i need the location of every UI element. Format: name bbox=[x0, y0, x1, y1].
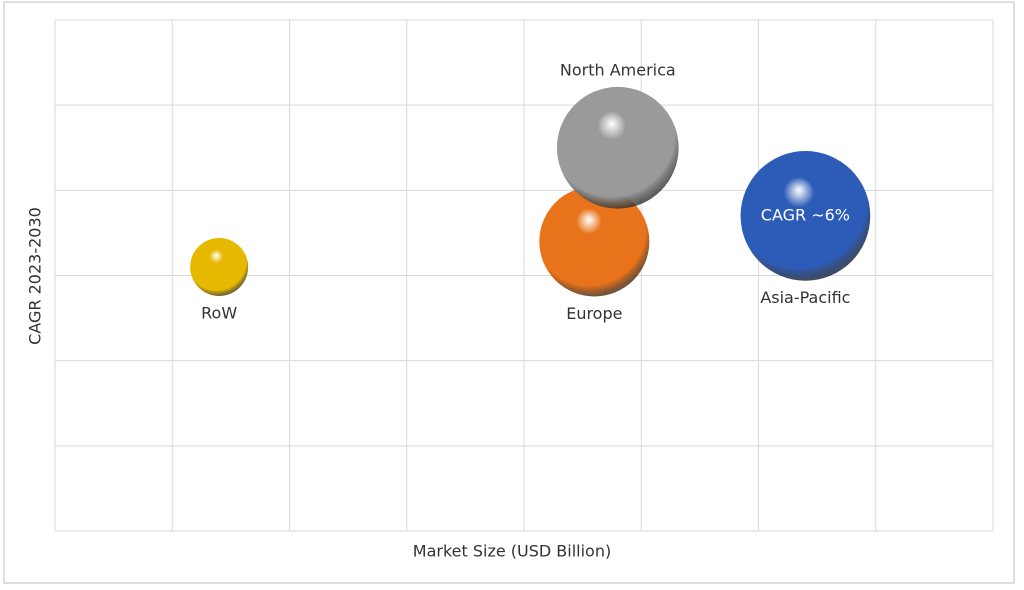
chart-frame bbox=[3, 1, 1015, 584]
bubble bbox=[556, 86, 679, 209]
bubble bbox=[539, 186, 650, 297]
bubble-label: Europe bbox=[566, 304, 622, 323]
bubble-label: Asia-Pacific bbox=[760, 288, 850, 307]
bubble bbox=[740, 151, 871, 281]
bubble bbox=[190, 237, 249, 296]
x-axis-label: Market Size (USD Billion) bbox=[413, 542, 611, 561]
bubble-label: RoW bbox=[201, 303, 237, 322]
y-axis-label: CAGR 2023-2030 bbox=[26, 207, 45, 345]
bubble-annotation: CAGR ~6% bbox=[761, 205, 850, 224]
bubble-label: North America bbox=[560, 60, 676, 79]
